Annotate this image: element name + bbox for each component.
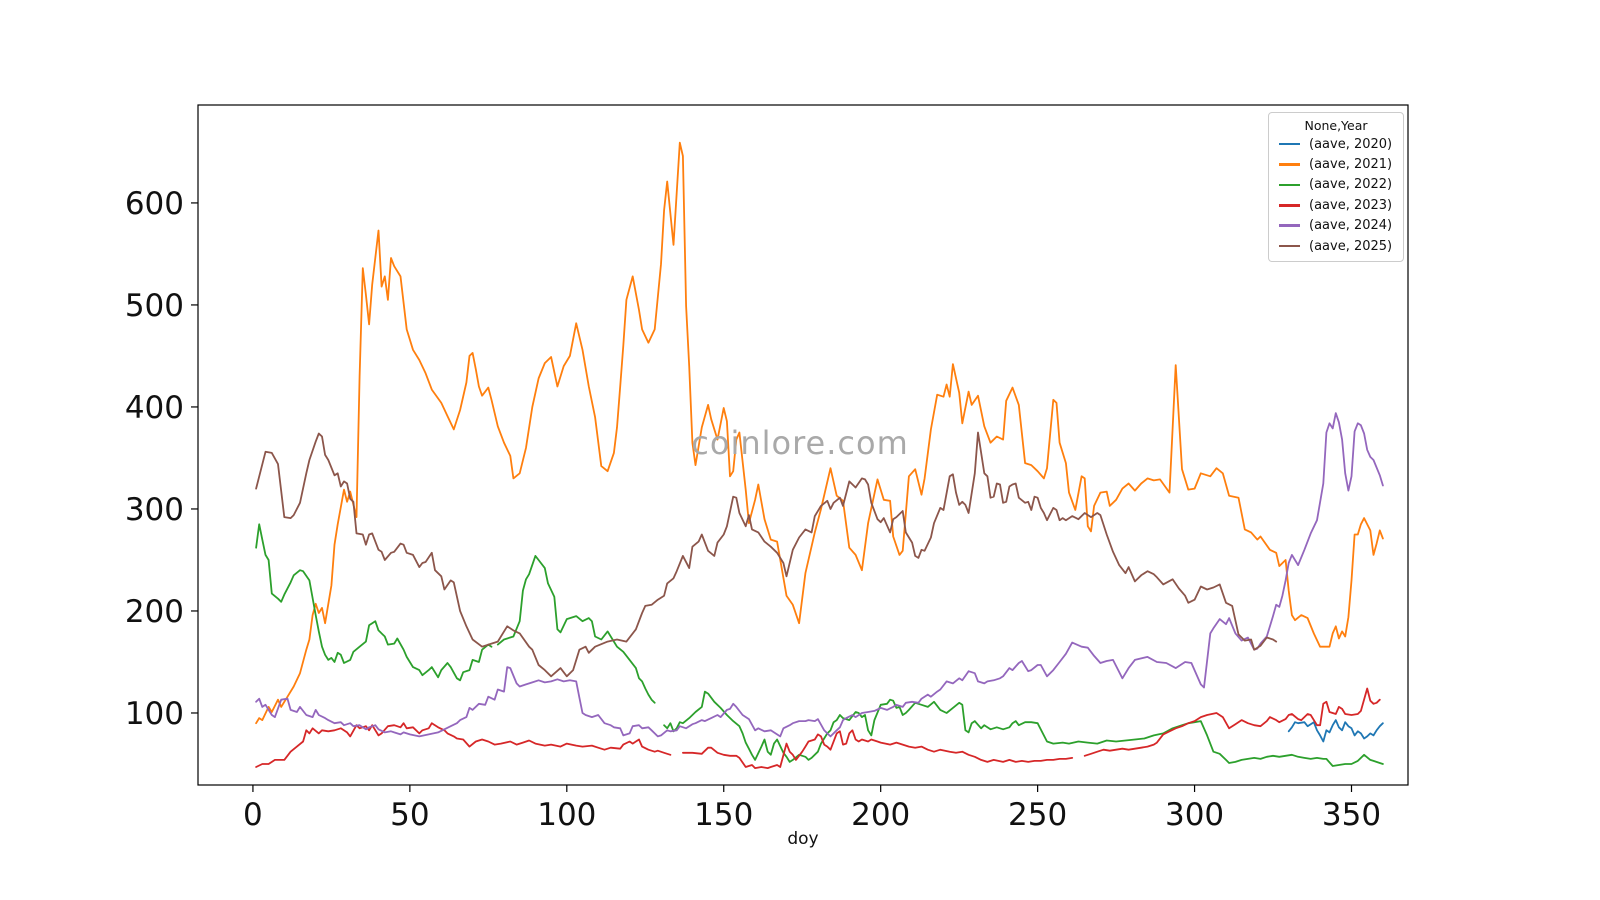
series-line-aave-2024 [255, 412, 1384, 738]
x-tick-label: 50 [390, 797, 429, 833]
legend-item-label: (aave, 2021) [1309, 157, 1393, 173]
x-tick-label: 350 [1322, 797, 1381, 833]
y-tick-label: 100 [125, 696, 184, 732]
legend-title: None,Year [1304, 118, 1368, 133]
series-line-aave-2023 [1083, 687, 1381, 757]
y-tick-label: 200 [125, 594, 184, 630]
y-tick-label: 500 [125, 288, 184, 324]
legend-item-aave-2020: (aave, 2020) [1275, 134, 1397, 154]
legend-box: None,Year (aave, 2020) (aave, 2021) (aave,… [1268, 112, 1404, 263]
series-line-aave-2022 [496, 555, 656, 704]
series-line-aave-2023 [255, 722, 672, 768]
x-tick-label: 300 [1165, 797, 1224, 833]
series-line-aave-2021 [255, 141, 1384, 725]
legend-swatch-icon [1279, 183, 1300, 187]
legend-item-label: (aave, 2024) [1309, 218, 1393, 234]
y-tick-label: 400 [125, 390, 184, 426]
watermark-text: coinlore.com [691, 424, 909, 462]
series-line-aave-2023 [682, 729, 1074, 769]
x-tick-label: 100 [537, 797, 596, 833]
x-tick-label: 250 [1008, 797, 1067, 833]
legend-item-label: (aave, 2025) [1309, 238, 1393, 254]
legend-swatch-icon [1279, 224, 1300, 228]
legend-item-aave-2024: (aave, 2024) [1275, 216, 1397, 236]
x-tick-label: 0 [243, 797, 263, 833]
legend-item-aave-2025: (aave, 2025) [1275, 236, 1397, 256]
legend-swatch-icon [1279, 204, 1300, 207]
legend-item-aave-2023: (aave, 2023) [1275, 195, 1397, 215]
legend-item-label: (aave, 2022) [1309, 177, 1393, 193]
legend-swatch-icon [1279, 163, 1300, 166]
legend-swatch-icon [1279, 142, 1300, 146]
legend-swatch-icon [1279, 244, 1300, 248]
series-line-aave-2025 [255, 431, 1278, 678]
legend-item-aave-2022: (aave, 2022) [1275, 175, 1397, 195]
legend-item-label: (aave, 2020) [1309, 136, 1393, 152]
x-axis-label: doy [787, 829, 819, 849]
series-line-aave-2022 [663, 690, 1384, 767]
series-line-aave-2020 [1287, 719, 1384, 743]
series-line-aave-2022 [255, 523, 493, 682]
x-tick-label: 150 [694, 797, 753, 833]
legend-item-label: (aave, 2023) [1309, 197, 1393, 213]
y-tick-label: 300 [125, 492, 184, 528]
y-tick-label: 600 [125, 186, 184, 222]
legend-items: (aave, 2020) (aave, 2021) (aave, 2022) (aav… [1275, 134, 1397, 256]
legend-item-aave-2021: (aave, 2021) [1275, 154, 1397, 174]
x-tick-label: 200 [851, 797, 910, 833]
plot-border [197, 104, 1409, 786]
